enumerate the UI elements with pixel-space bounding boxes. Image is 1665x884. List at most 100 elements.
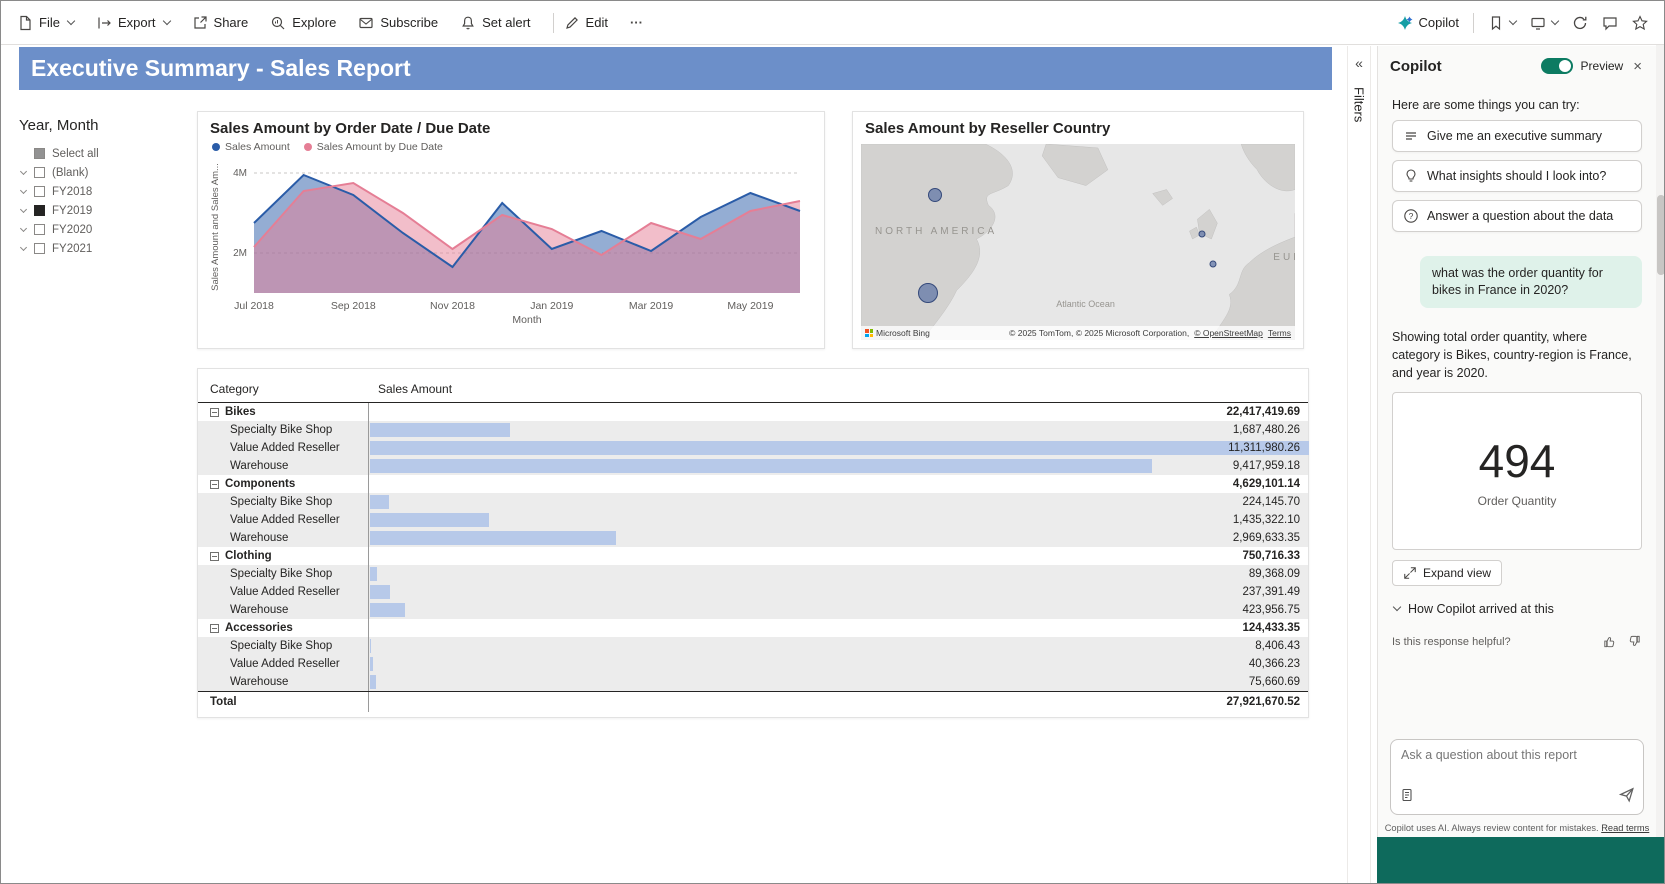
slicer-item[interactable]: (Blank) — [19, 163, 189, 182]
read-terms-link[interactable]: Read terms — [1601, 823, 1650, 833]
table-row[interactable]: Value Added Reseller 40,366.23 — [198, 655, 1308, 673]
table-row[interactable]: Warehouse 423,956.75 — [198, 601, 1308, 619]
checkbox[interactable] — [34, 186, 45, 197]
view-menu-button[interactable] — [1530, 15, 1560, 31]
slicer-item[interactable]: FY2020 — [19, 220, 189, 239]
svg-text:Jul 2018: Jul 2018 — [234, 300, 274, 312]
filters-pane-collapsed[interactable]: « Filters — [1347, 46, 1371, 883]
table-row[interactable]: Bikes 22,417,419.69 — [198, 403, 1308, 421]
set-alert-button[interactable]: Set alert — [460, 15, 531, 31]
line-chart-visual[interactable]: Sales Amount by Order Date / Due Date Sa… — [197, 111, 825, 349]
how-copilot-arrived[interactable]: How Copilot arrived at this — [1392, 602, 1642, 616]
copilot-footer: Copilot uses AI. Always review content f… — [1384, 823, 1650, 833]
question-circle-icon: ? — [1404, 209, 1418, 223]
table-row[interactable]: Warehouse 2,969,633.35 — [198, 529, 1308, 547]
chevron-down-icon[interactable] — [19, 186, 28, 195]
vertical-scrollbar[interactable] — [1656, 45, 1664, 837]
table-row[interactable]: Specialty Bike Shop 89,368.09 — [198, 565, 1308, 583]
table-row[interactable]: Warehouse 75,660.69 — [198, 673, 1308, 691]
export-menu[interactable]: Export — [96, 15, 171, 31]
copilot-toggle-button[interactable]: Copilot — [1397, 15, 1459, 31]
table-row[interactable]: Value Added Reseller 11,311,980.26 — [198, 439, 1309, 457]
send-icon[interactable] — [1618, 786, 1635, 803]
legend-item[interactable]: Sales Amount — [212, 141, 290, 153]
slicer-item[interactable]: FY2019 — [19, 201, 189, 220]
result-card[interactable]: 494 Order Quantity — [1392, 392, 1642, 551]
question-input[interactable] — [1401, 748, 1633, 782]
thumbs-down-icon[interactable] — [1627, 634, 1642, 649]
scrollbar-thumb[interactable] — [1657, 195, 1664, 275]
comments-button[interactable] — [1602, 15, 1618, 31]
map-bubble[interactable] — [1198, 230, 1206, 238]
chevron-down-icon — [1550, 16, 1560, 25]
suggestion-executive-summary[interactable]: Give me an executive summary — [1392, 120, 1642, 152]
refresh-button[interactable] — [1572, 15, 1588, 31]
table-row[interactable]: Total 27,921,670.52 — [198, 691, 1308, 712]
prompt-guide-icon[interactable] — [1399, 787, 1415, 803]
row-value: 8,406.43 — [1255, 640, 1300, 652]
map-area[interactable]: NORTH AMERICA Atlantic Ocean EUROPE Micr… — [861, 144, 1295, 340]
osm-link[interactable]: © OpenStreetMap — [1194, 328, 1263, 338]
expand-view-button[interactable]: Expand view — [1392, 560, 1503, 587]
table-row[interactable]: Value Added Reseller 237,391.49 — [198, 583, 1308, 601]
checkbox[interactable] — [34, 224, 45, 235]
data-bar — [370, 657, 374, 671]
table-row[interactable]: Specialty Bike Shop 8,406.43 — [198, 637, 1308, 655]
share-button[interactable]: Share — [192, 15, 248, 31]
edit-button[interactable]: Edit — [564, 15, 608, 31]
map-bubble[interactable] — [1209, 260, 1217, 268]
favorite-button[interactable] — [1632, 14, 1648, 31]
table-row[interactable]: Components 4,629,101.14 — [198, 475, 1308, 493]
chevron-down-icon[interactable] — [19, 205, 28, 214]
more-options-button[interactable]: ··· — [630, 15, 643, 30]
suggestion-insights[interactable]: What insights should I look into? — [1392, 160, 1642, 192]
collapse-icon[interactable] — [210, 407, 219, 417]
checkbox[interactable] — [34, 148, 45, 159]
checkbox[interactable] — [34, 243, 45, 254]
map-bubble[interactable] — [927, 187, 942, 202]
table-row[interactable]: Specialty Bike Shop 224,145.70 — [198, 493, 1308, 511]
table-visual[interactable]: Category Sales Amount Bikes 22,417,419.69… — [197, 368, 1309, 718]
copilot-header: Copilot Preview × — [1378, 46, 1656, 86]
table-row[interactable]: Clothing 750,716.33 — [198, 547, 1308, 565]
expand-pane-icon[interactable]: « — [1355, 55, 1363, 71]
bookmark-icon — [1491, 15, 1501, 30]
subscribe-button[interactable]: Subscribe — [358, 15, 438, 31]
table-row[interactable]: Warehouse 9,417,959.18 — [198, 457, 1308, 475]
column-header-category[interactable]: Category — [210, 381, 259, 396]
row-label: Specialty Bike Shop — [230, 424, 333, 436]
file-menu[interactable]: File — [17, 15, 76, 31]
collapse-icon[interactable] — [210, 623, 219, 633]
explore-button[interactable]: Explore — [270, 15, 336, 31]
collapse-icon[interactable] — [210, 551, 219, 561]
slicer-item[interactable]: FY2018 — [19, 182, 189, 201]
checkbox[interactable] — [34, 205, 45, 216]
table-row[interactable]: Value Added Reseller 1,435,322.10 — [198, 511, 1308, 529]
close-icon[interactable]: × — [1633, 57, 1642, 75]
copilot-input-box[interactable] — [1390, 739, 1644, 815]
table-row[interactable]: Accessories 124,433.35 — [198, 619, 1308, 637]
table-row[interactable]: Specialty Bike Shop 1,687,480.26 — [198, 421, 1308, 439]
preview-toggle[interactable] — [1540, 58, 1573, 74]
chevron-down-icon[interactable] — [19, 167, 28, 176]
legend-item[interactable]: Sales Amount by Due Date — [303, 141, 443, 153]
visual-title: Sales Amount by Order Date / Due Date — [210, 120, 491, 137]
explore-label: Explore — [292, 15, 337, 30]
chevron-down-icon[interactable] — [19, 224, 28, 233]
collapse-icon[interactable] — [210, 479, 219, 489]
checkbox[interactable] — [34, 167, 45, 178]
preview-label: Preview — [1580, 59, 1624, 73]
chevron-down-icon[interactable] — [19, 243, 28, 252]
suggestion-answer-question[interactable]: ? Answer a question about the data — [1392, 200, 1642, 232]
bookmarks-button[interactable] — [1488, 15, 1518, 31]
map-visual[interactable]: Sales Amount by Reseller Country NORTH A… — [852, 111, 1304, 349]
data-bar — [370, 459, 1152, 473]
slicer-item[interactable]: Select all — [19, 144, 189, 163]
map-bubble[interactable] — [918, 282, 939, 303]
slicer-item[interactable]: FY2021 — [19, 239, 189, 258]
line-chart-svg[interactable]: 4M 2M Jul 2018 Sep 2018 Nov 2018 Jan 2019 Mar … — [208, 155, 808, 327]
terms-link[interactable]: Terms — [1267, 328, 1291, 338]
row-value-cell: 89,368.09 — [368, 565, 1308, 583]
thumbs-up-icon[interactable] — [1602, 634, 1617, 649]
column-header-sales-amount[interactable]: Sales Amount — [378, 381, 453, 396]
